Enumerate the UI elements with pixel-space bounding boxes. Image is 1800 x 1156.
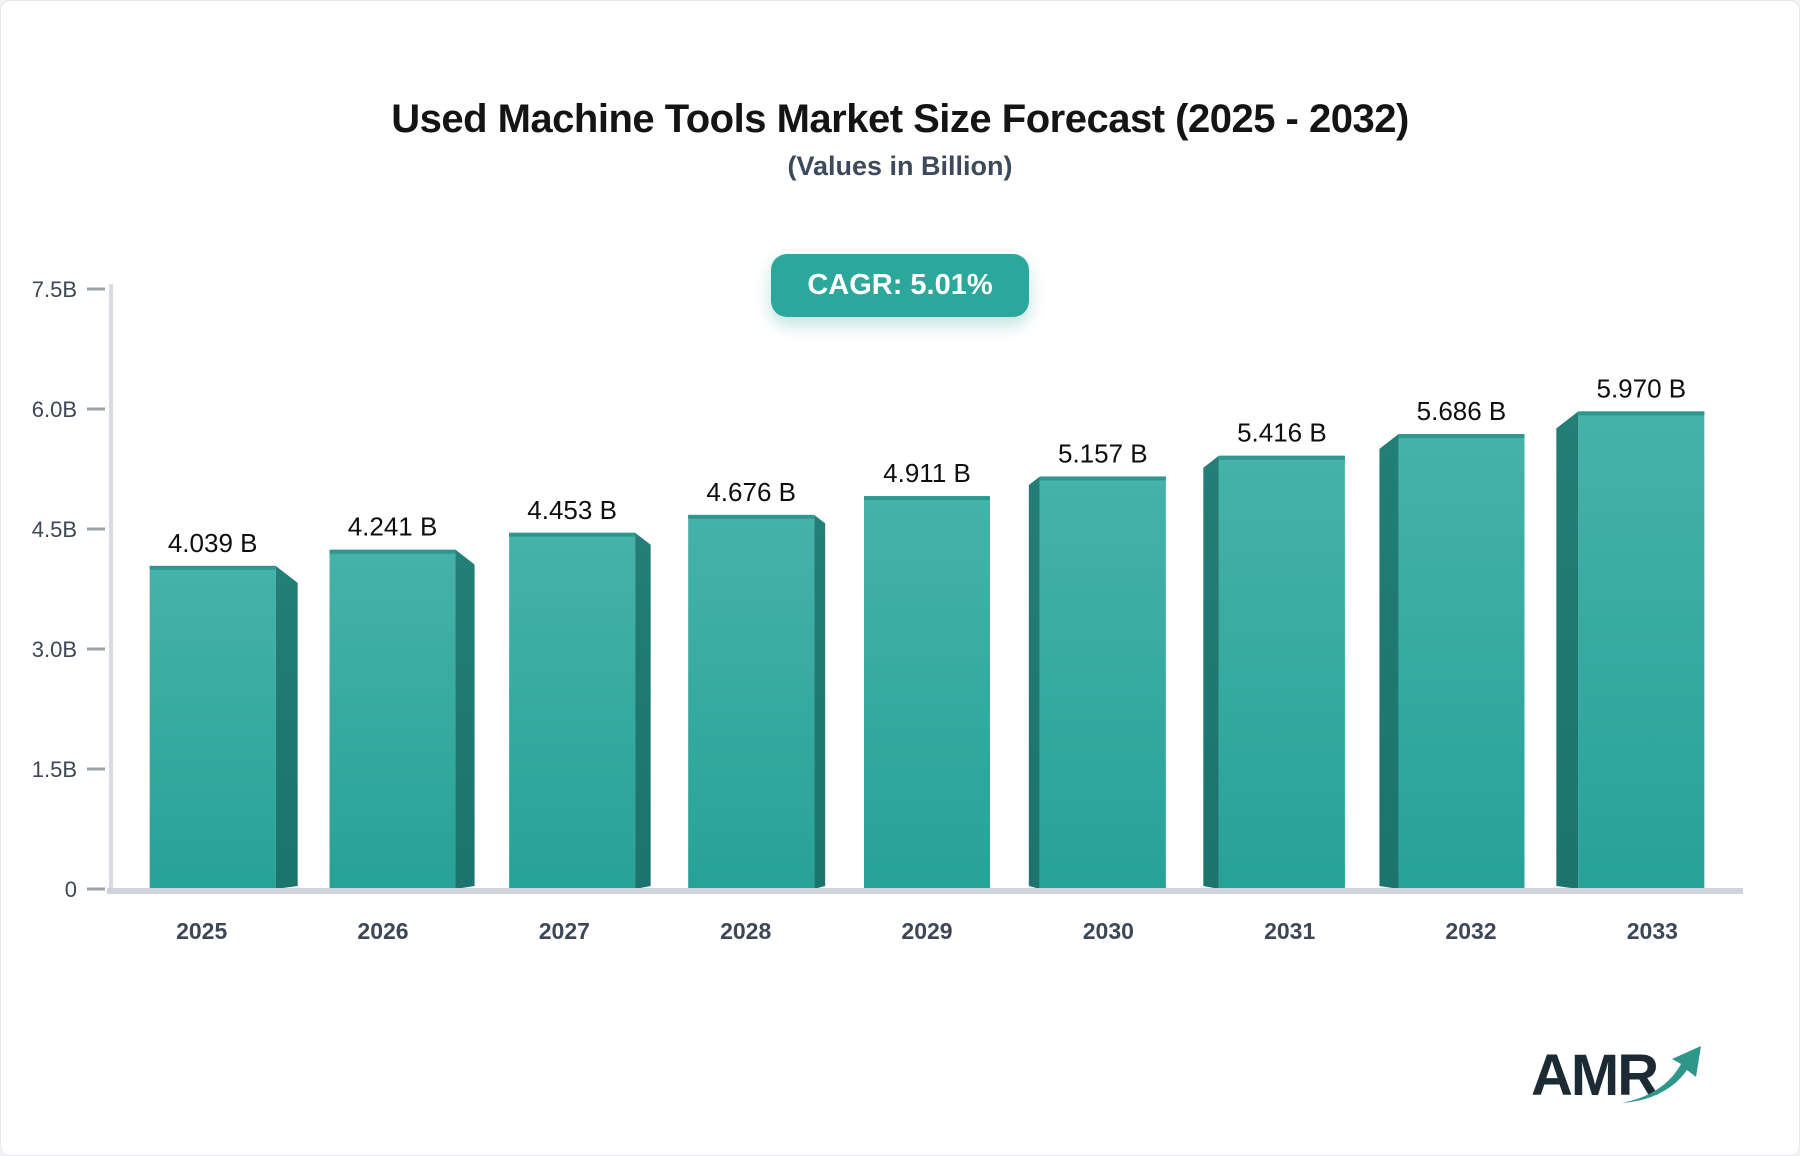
cagr-badge: CAGR: 5.01% <box>771 254 1029 317</box>
bar-side-face <box>275 565 298 889</box>
x-category-label: 2027 <box>539 918 590 944</box>
bar-2033 <box>1578 411 1705 889</box>
chart-subtitle: (Values in Billion) <box>787 151 1013 181</box>
bar-2025 <box>149 565 276 889</box>
bar-value-label: 5.157 B <box>1058 438 1148 468</box>
y-tick-label: 4.5B <box>32 517 77 542</box>
bar-2030 <box>1039 476 1166 889</box>
bar-value-label: 5.416 B <box>1237 418 1327 448</box>
amr-logo: AMR <box>1531 1043 1701 1108</box>
x-category-label: 2028 <box>720 918 771 944</box>
x-category-label: 2030 <box>1083 918 1134 944</box>
bar-value-label: 4.676 B <box>706 477 796 507</box>
cagr-badge-wrap: CAGR: 5.01% <box>1 254 1799 317</box>
bar-2032 <box>1398 434 1525 889</box>
bar-side-face <box>1028 476 1040 889</box>
bar-side-face <box>1556 411 1579 889</box>
x-category-label: 2032 <box>1445 918 1496 944</box>
x-category-label: 2031 <box>1264 918 1315 944</box>
x-category-label: 2033 <box>1627 918 1678 944</box>
bar-value-label: 4.039 B <box>168 528 258 558</box>
y-tick-label: 1.5B <box>32 757 77 782</box>
x-category-label: 2029 <box>901 918 952 944</box>
bar-value-label: 4.241 B <box>348 512 438 542</box>
x-category-label: 2026 <box>357 918 408 944</box>
bar-side-face <box>1203 455 1219 889</box>
bar-2031 <box>1218 455 1345 889</box>
bar-side-face <box>455 549 475 889</box>
chart-title: Used Machine Tools Market Size Forecast … <box>391 97 1409 141</box>
y-tick-label: 0 <box>65 877 77 902</box>
bar-value-label: 4.453 B <box>527 495 617 525</box>
y-tick-label: 3.0B <box>32 637 77 662</box>
trend-arrow-icon <box>1622 1046 1701 1103</box>
bar-2029 <box>864 496 990 889</box>
bar-side-face <box>1379 434 1399 889</box>
x-category-label: 2025 <box>176 918 227 944</box>
bar-value-label: 4.911 B <box>883 458 971 488</box>
bar-2028 <box>688 514 815 889</box>
bar-side-face <box>635 532 651 889</box>
y-tick-label: 7.5B <box>32 277 77 302</box>
bar-value-label: 5.686 B <box>1417 396 1507 426</box>
bar-2026 <box>329 549 456 889</box>
bar-side-face <box>814 514 826 889</box>
bar-2027 <box>509 532 636 889</box>
amr-logo-text: AMR <box>1531 1043 1658 1108</box>
y-tick-label: 6.0B <box>32 397 77 422</box>
bar-value-label: 5.970 B <box>1597 373 1687 403</box>
